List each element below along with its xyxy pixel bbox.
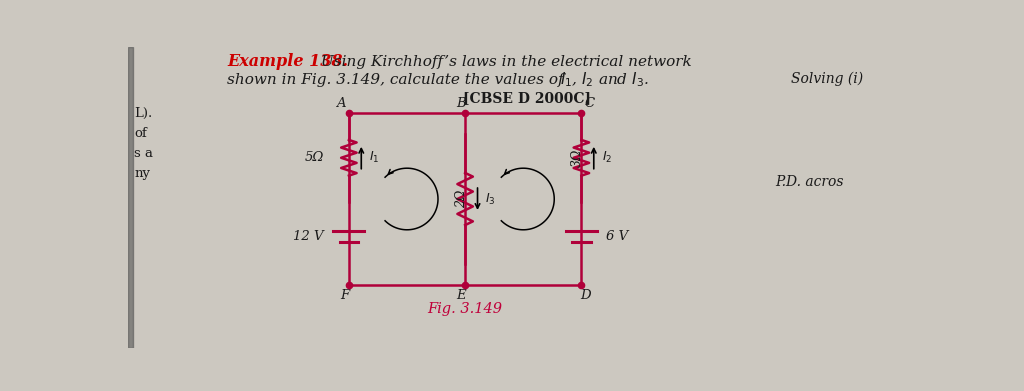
Text: E: E [457, 289, 466, 302]
Text: B: B [457, 97, 466, 110]
Text: L).: L). [134, 107, 153, 120]
Text: $I_1$, $I_2$ and $I_3$.: $I_1$, $I_2$ and $I_3$. [560, 71, 649, 90]
Text: F: F [340, 289, 349, 302]
Text: Example 138.: Example 138. [227, 53, 348, 70]
Text: ny: ny [134, 167, 151, 180]
Text: $I_2$: $I_2$ [601, 150, 611, 165]
Text: C: C [584, 97, 594, 110]
Text: Solving (i): Solving (i) [791, 71, 863, 86]
Text: Using Kirchhoff’s laws in the electrical network: Using Kirchhoff’s laws in the electrical… [315, 55, 691, 68]
Text: 2Ω: 2Ω [455, 190, 468, 208]
Text: $I_3$: $I_3$ [485, 192, 496, 206]
Text: 6 V: 6 V [606, 230, 629, 243]
Text: 12 V: 12 V [294, 230, 324, 243]
Text: 3Ω: 3Ω [571, 149, 584, 167]
Text: [CBSE D 2000C]: [CBSE D 2000C] [463, 91, 591, 105]
Text: P.D. acros: P.D. acros [775, 176, 844, 190]
Text: $I_1$: $I_1$ [369, 150, 380, 165]
Text: 5Ω: 5Ω [305, 151, 324, 164]
Bar [128, 47, 133, 348]
Text: of: of [134, 127, 147, 140]
Text: Fig. 3.149: Fig. 3.149 [428, 303, 503, 316]
Text: D: D [580, 289, 591, 302]
Text: A: A [336, 97, 346, 110]
Text: s a: s a [134, 147, 154, 160]
Text: shown in Fig. 3.149, calculate the values of: shown in Fig. 3.149, calculate the value… [227, 73, 568, 87]
